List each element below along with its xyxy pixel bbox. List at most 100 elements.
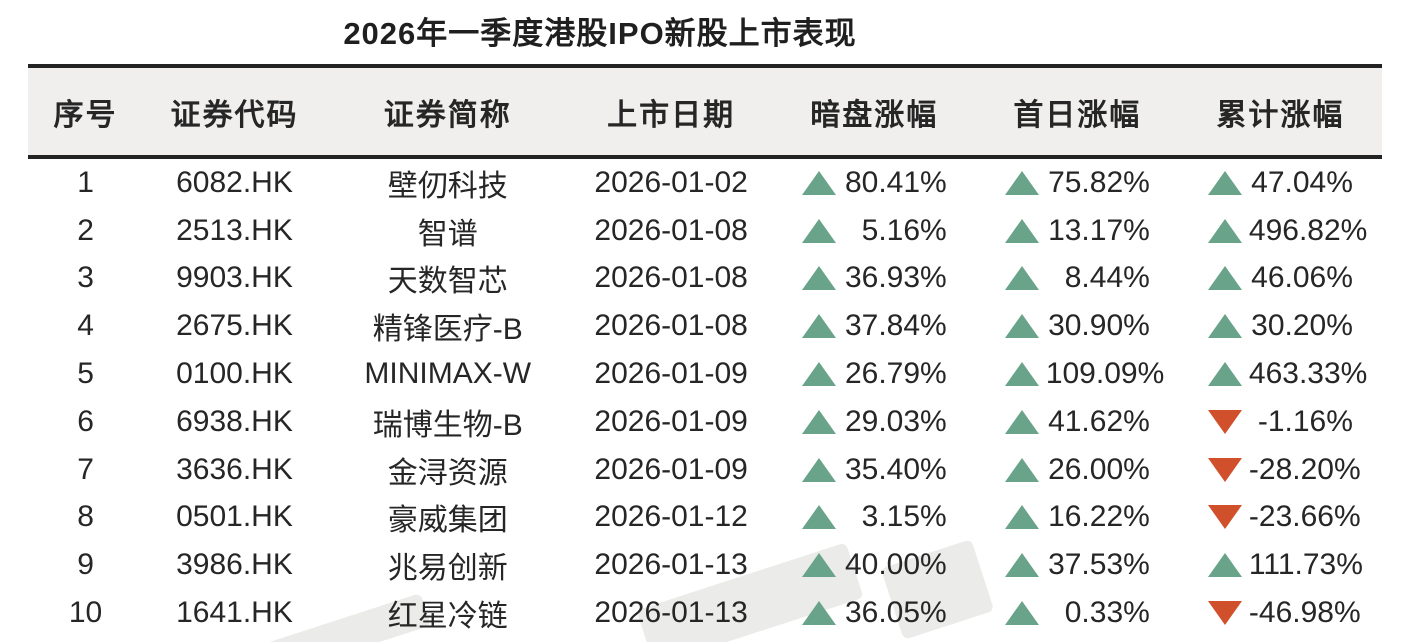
row-index: 7	[77, 452, 94, 486]
ipo-table: 序号 证券代码 证券简称 上市日期 暗盘涨幅 首日涨幅 累计涨幅 1 6082.…	[28, 64, 1382, 637]
stock-name: 智谱	[417, 217, 478, 251]
table-row: 5 0100.HK MINIMAX-W 2026-01-09 26.79% 10…	[28, 350, 1382, 398]
dark-pool-gain: 36.93%	[773, 261, 976, 295]
up-triangle-icon	[1207, 314, 1242, 339]
down-triangle-icon	[1207, 409, 1242, 434]
stock-code: 0100.HK	[176, 357, 293, 391]
listing-date: 2026-01-08	[594, 213, 748, 247]
listing-date: 2026-01-08	[594, 309, 748, 343]
gain-value: 496.82%	[1248, 213, 1368, 247]
cumulative-gain: -28.20%	[1179, 453, 1382, 487]
listing-date: 2026-01-09	[594, 452, 748, 486]
row-index: 4	[77, 309, 94, 343]
gain-value: -23.66%	[1248, 500, 1361, 534]
table-row: 8 0501.HK 豪威集团 2026-01-12 3.15% 16.22% -…	[28, 494, 1382, 542]
cumulative-gain: -23.66%	[1179, 500, 1382, 534]
table-row: 2 2513.HK 智谱 2026-01-08 5.16% 13.17% 496…	[28, 207, 1382, 255]
table-row: 6 6938.HK 瑞博生物-B 2026-01-09 29.03% 41.62…	[28, 398, 1382, 446]
listing-date: 2026-01-13	[594, 548, 748, 582]
listing-date: 2026-01-09	[594, 404, 748, 438]
row-index: 5	[77, 357, 94, 391]
stock-name: MINIMAX-W	[364, 357, 532, 391]
table-header-row: 序号 证券代码 证券简称 上市日期 暗盘涨幅 首日涨幅 累计涨幅	[28, 64, 1382, 159]
cumulative-gain: -46.98%	[1179, 596, 1382, 630]
first-day-gain: 75.82%	[976, 166, 1179, 200]
table-body: 1 6082.HK 壁仞科技 2026-01-02 80.41% 75.82% …	[28, 159, 1382, 637]
stock-code: 9903.HK	[176, 261, 293, 295]
dark-pool-gain: 3.15%	[773, 500, 976, 534]
dark-pool-gain: 40.00%	[773, 548, 976, 582]
up-triangle-icon	[1004, 553, 1039, 578]
gain-value: 13.17%	[1048, 213, 1150, 247]
up-triangle-icon	[1207, 553, 1242, 578]
gain-value: 463.33%	[1248, 357, 1368, 391]
gain-value: 26.00%	[1048, 452, 1150, 486]
listing-date: 2026-01-02	[594, 165, 748, 199]
stock-name: 豪威集团	[387, 504, 508, 538]
listing-date: 2026-01-13	[594, 596, 748, 630]
row-index: 9	[77, 548, 94, 582]
gain-value: 16.22%	[1048, 500, 1150, 534]
header-dark-pool-gain: 暗盘涨幅	[810, 98, 939, 132]
row-index: 8	[77, 500, 94, 534]
header-first-day-gain: 首日涨幅	[1013, 98, 1142, 132]
up-triangle-icon	[1004, 409, 1039, 434]
header-index: 序号	[53, 98, 118, 132]
dark-pool-gain: 36.05%	[773, 596, 976, 630]
cumulative-gain: -1.16%	[1179, 405, 1382, 439]
up-triangle-icon	[801, 218, 836, 243]
stock-name: 兆易创新	[387, 552, 508, 586]
gain-value: 75.82%	[1048, 165, 1150, 199]
gain-value: 0.33%	[1064, 596, 1150, 630]
gain-value: 36.05%	[844, 596, 947, 630]
table-row: 9 3986.HK 兆易创新 2026-01-13 40.00% 37.53% …	[28, 541, 1382, 589]
row-index: 3	[77, 261, 94, 295]
gain-value: -1.16%	[1257, 404, 1353, 438]
table-row: 7 3636.HK 金浔资源 2026-01-09 35.40% 26.00% …	[28, 446, 1382, 494]
gain-value: 37.53%	[1048, 548, 1150, 582]
dark-pool-gain: 80.41%	[773, 166, 976, 200]
gain-value: 36.93%	[844, 261, 947, 295]
first-day-gain: 30.90%	[976, 309, 1179, 343]
up-triangle-icon	[1004, 218, 1039, 243]
stock-code: 2513.HK	[176, 213, 293, 247]
gain-value: 41.62%	[1048, 404, 1150, 438]
dark-pool-gain: 35.40%	[773, 453, 976, 487]
stock-code: 2675.HK	[176, 309, 293, 343]
table-row: 1 6082.HK 壁仞科技 2026-01-02 80.41% 75.82% …	[28, 159, 1382, 207]
gain-value: 26.79%	[844, 357, 947, 391]
up-triangle-icon	[1004, 601, 1039, 626]
table-row: 4 2675.HK 精锋医疗-B 2026-01-08 37.84% 30.90…	[28, 302, 1382, 350]
gain-value: 5.16%	[861, 213, 947, 247]
first-day-gain: 26.00%	[976, 453, 1179, 487]
cumulative-gain: 47.04%	[1179, 166, 1382, 200]
gain-value: 35.40%	[844, 452, 947, 486]
gain-value: 3.15%	[861, 500, 947, 534]
gain-value: 109.09%	[1045, 357, 1165, 391]
stock-name: 瑞博生物-B	[372, 408, 523, 442]
up-triangle-icon	[1004, 457, 1039, 482]
up-triangle-icon	[801, 457, 836, 482]
down-triangle-icon	[1207, 457, 1242, 482]
cumulative-gain: 111.73%	[1179, 548, 1382, 582]
stock-name: 红星冷链	[387, 600, 508, 634]
gain-value: 29.03%	[844, 404, 947, 438]
stock-code: 3986.HK	[176, 548, 293, 582]
stock-name: 壁仞科技	[387, 169, 508, 203]
down-triangle-icon	[1207, 601, 1242, 626]
stock-name: 金浔资源	[387, 456, 508, 490]
gain-value: 111.73%	[1248, 548, 1363, 582]
up-triangle-icon	[801, 314, 836, 339]
up-triangle-icon	[1004, 314, 1039, 339]
cumulative-gain: 463.33%	[1179, 357, 1382, 391]
stock-code: 1641.HK	[176, 596, 293, 630]
stock-code: 6082.HK	[176, 165, 293, 199]
up-triangle-icon	[801, 505, 836, 530]
up-triangle-icon	[801, 266, 836, 291]
gain-value: 30.90%	[1048, 309, 1150, 343]
stock-code: 0501.HK	[176, 500, 293, 534]
up-triangle-icon	[1004, 362, 1039, 387]
stock-code: 3636.HK	[176, 452, 293, 486]
stock-name: 精锋医疗-B	[372, 313, 523, 347]
dark-pool-gain: 26.79%	[773, 357, 976, 391]
